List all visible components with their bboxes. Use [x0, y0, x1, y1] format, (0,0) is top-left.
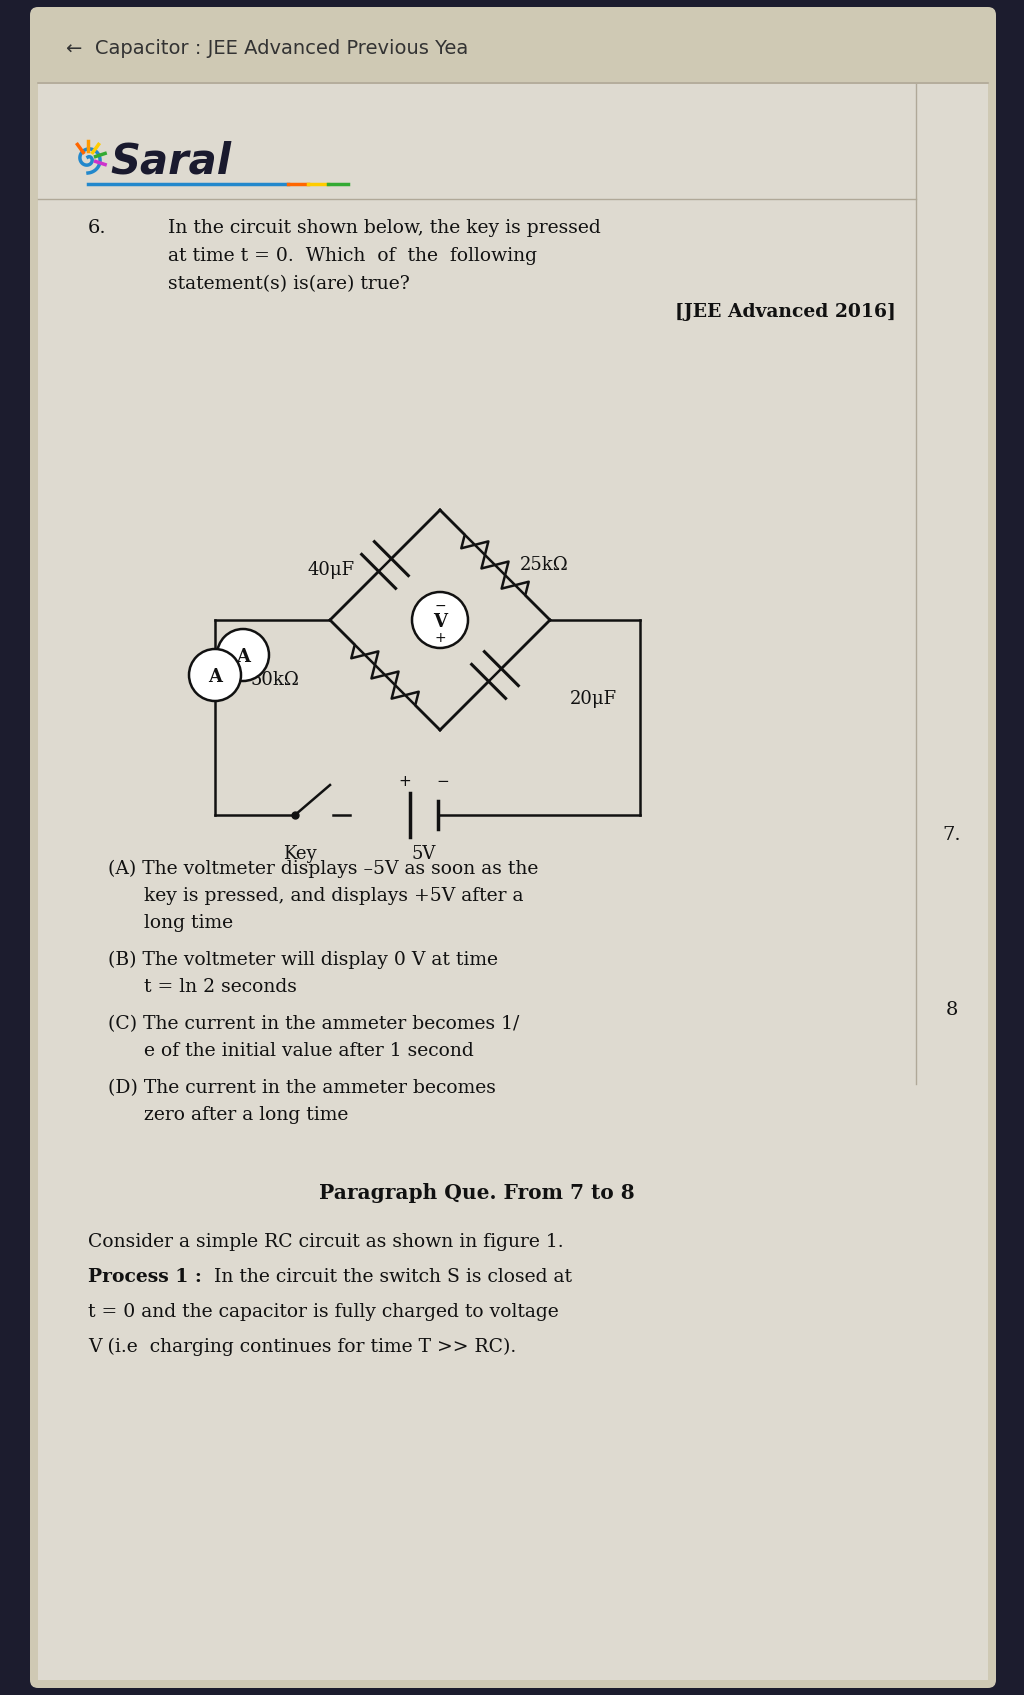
- Text: ←  Capacitor : JEE Advanced Previous Yea: ← Capacitor : JEE Advanced Previous Yea: [66, 39, 468, 59]
- Text: V: V: [433, 614, 447, 631]
- Text: A: A: [208, 668, 222, 686]
- Text: at time t = 0.  Which  of  the  following: at time t = 0. Which of the following: [168, 247, 537, 264]
- Text: +: +: [434, 631, 445, 646]
- Text: In the circuit the switch S is closed at: In the circuit the switch S is closed at: [208, 1268, 572, 1287]
- Text: (B) The voltmeter will display 0 V at time: (B) The voltmeter will display 0 V at ti…: [108, 951, 498, 970]
- Text: A: A: [236, 647, 250, 666]
- Text: statement(s) is(are) true?: statement(s) is(are) true?: [168, 275, 410, 293]
- Text: Paragraph Que. From 7 to 8: Paragraph Que. From 7 to 8: [319, 1183, 635, 1203]
- Circle shape: [412, 592, 468, 647]
- Circle shape: [217, 629, 269, 681]
- Text: t = ln 2 seconds: t = ln 2 seconds: [108, 978, 297, 997]
- Text: 8: 8: [946, 1002, 958, 1019]
- Text: −: −: [436, 775, 450, 788]
- Text: 20μF: 20μF: [570, 690, 617, 709]
- Text: 25kΩ: 25kΩ: [520, 556, 568, 575]
- Text: 6.: 6.: [88, 219, 106, 237]
- Text: (D) The current in the ammeter becomes: (D) The current in the ammeter becomes: [108, 1080, 496, 1097]
- Text: t = 0 and the capacitor is fully charged to voltage: t = 0 and the capacitor is fully charged…: [88, 1303, 559, 1320]
- Text: (A) The voltmeter displays –5V as soon as the: (A) The voltmeter displays –5V as soon a…: [108, 859, 539, 878]
- Text: (C) The current in the ammeter becomes 1/: (C) The current in the ammeter becomes 1…: [108, 1015, 519, 1032]
- Text: Key: Key: [284, 846, 316, 863]
- Text: −: −: [434, 598, 445, 614]
- Text: Saral: Saral: [110, 141, 231, 183]
- Text: key is pressed, and displays +5V after a: key is pressed, and displays +5V after a: [108, 886, 523, 905]
- Text: long time: long time: [108, 914, 233, 932]
- Text: 5V: 5V: [412, 846, 436, 863]
- Text: e of the initial value after 1 second: e of the initial value after 1 second: [108, 1042, 474, 1059]
- Text: zero after a long time: zero after a long time: [108, 1107, 348, 1124]
- Text: 50kΩ: 50kΩ: [250, 671, 299, 688]
- Text: V (i.e  charging continues for time T >> RC).: V (i.e charging continues for time T >> …: [88, 1337, 516, 1356]
- Text: 40μF: 40μF: [308, 561, 355, 580]
- Text: Process 1 :: Process 1 :: [88, 1268, 202, 1287]
- Text: Consider a simple RC circuit as shown in figure 1.: Consider a simple RC circuit as shown in…: [88, 1232, 563, 1251]
- Text: +: +: [398, 775, 412, 788]
- Text: [JEE Advanced 2016]: [JEE Advanced 2016]: [675, 303, 896, 320]
- FancyBboxPatch shape: [30, 7, 996, 1688]
- Text: 7.: 7.: [943, 825, 962, 844]
- Text: In the circuit shown below, the key is pressed: In the circuit shown below, the key is p…: [168, 219, 601, 237]
- Circle shape: [189, 649, 241, 702]
- Bar: [38, 15, 988, 83]
